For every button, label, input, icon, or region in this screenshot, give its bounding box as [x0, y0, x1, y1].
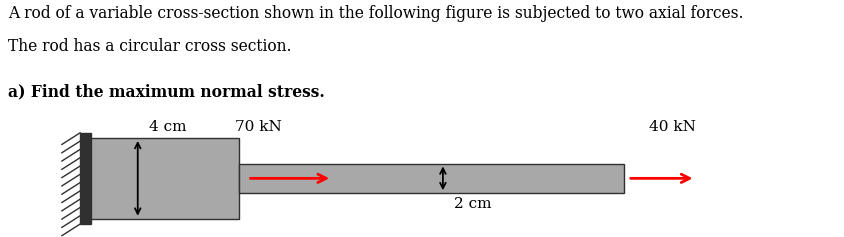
Text: 40 kN: 40 kN — [648, 120, 695, 135]
Bar — [239, 164, 623, 193]
Text: 2 cm: 2 cm — [453, 197, 491, 211]
Bar — [91, 138, 239, 219]
Bar — [80, 133, 91, 224]
Text: The rod has a circular cross section.: The rod has a circular cross section. — [8, 38, 292, 55]
Text: 4 cm: 4 cm — [149, 120, 186, 135]
Text: 70 kN: 70 kN — [235, 120, 281, 135]
Text: A rod of a variable cross-section shown in the following figure is subjected to : A rod of a variable cross-section shown … — [8, 5, 743, 22]
Text: a) Find the maximum normal stress.: a) Find the maximum normal stress. — [8, 83, 325, 100]
